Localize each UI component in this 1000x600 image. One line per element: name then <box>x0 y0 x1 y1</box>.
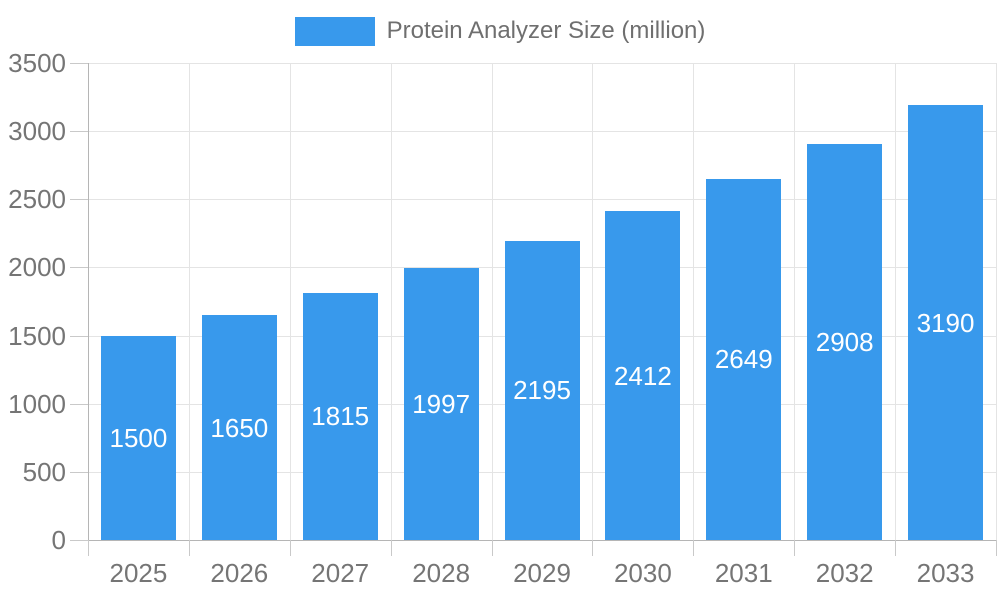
gridline-horizontal <box>88 199 996 201</box>
bar[interactable]: 1997 <box>403 267 479 540</box>
bar[interactable]: 2649 <box>706 178 782 540</box>
gridline-vertical <box>592 63 594 540</box>
x-axis-tick-mark <box>794 540 796 556</box>
bar-value-label: 2195 <box>513 375 571 406</box>
bar-value-label: 1815 <box>311 401 370 432</box>
x-axis-tick-mark <box>996 540 997 556</box>
gridline-vertical <box>491 63 493 540</box>
gridline-vertical <box>996 63 997 540</box>
y-axis-tick-mark <box>70 267 88 269</box>
x-axis-tick-label: 2025 <box>109 558 168 588</box>
bar-value-label: 2649 <box>714 344 773 375</box>
x-axis-tick-label: 2031 <box>714 558 773 588</box>
y-axis-tick-mark <box>70 403 88 405</box>
bar[interactable]: 2195 <box>504 240 580 540</box>
x-axis-line <box>88 540 996 541</box>
y-axis-tick-mark <box>70 335 88 337</box>
y-axis-tick-label: 1500 <box>8 320 66 351</box>
x-axis-tick-label: 2033 <box>916 558 975 588</box>
y-axis-tick-label: 1000 <box>8 388 66 419</box>
x-axis-tick-mark <box>188 540 190 556</box>
y-axis-tick-label: 2000 <box>8 252 66 283</box>
x-axis-tick-mark <box>592 540 594 556</box>
bar[interactable]: 1500 <box>100 335 176 540</box>
x-axis-tick-label: 2028 <box>412 558 471 588</box>
bar[interactable]: 3190 <box>908 105 984 540</box>
bar[interactable]: 2908 <box>807 143 883 540</box>
x-axis-tick-label: 2029 <box>513 558 571 588</box>
y-axis-tick-mark <box>70 199 88 201</box>
legend-swatch <box>294 16 375 46</box>
x-axis-tick-label: 2026 <box>210 558 269 588</box>
y-axis-tick-mark <box>70 63 88 64</box>
bar-value-label: 1500 <box>109 422 168 453</box>
bar[interactable]: 2412 <box>605 211 681 540</box>
x-axis-tick-mark <box>88 540 89 556</box>
gridline-horizontal <box>88 131 996 133</box>
bar-value-label: 1650 <box>210 412 269 443</box>
gridline-horizontal <box>88 63 996 64</box>
x-axis-tick-mark <box>390 540 392 556</box>
bar[interactable]: 1650 <box>201 315 277 540</box>
x-axis-tick-mark <box>289 540 291 556</box>
gridline-vertical <box>895 63 897 540</box>
legend-label: Protein Analyzer Size (million) <box>386 17 706 44</box>
y-axis-tick-label: 2500 <box>8 184 66 215</box>
bar-value-label: 2412 <box>613 360 672 391</box>
gridline-vertical <box>188 63 190 540</box>
y-axis-tick-mark <box>70 131 88 133</box>
legend-item[interactable]: Protein Analyzer Size (million) <box>0 14 1000 48</box>
bar-value-label: 2908 <box>815 326 874 357</box>
y-axis-line <box>88 63 89 540</box>
x-axis-tick-label: 2030 <box>613 558 672 588</box>
gridline-vertical <box>390 63 392 540</box>
x-axis-tick-mark <box>693 540 695 556</box>
gridline-vertical <box>794 63 796 540</box>
bar[interactable]: 1815 <box>302 292 378 540</box>
bar-value-label: 1997 <box>412 388 471 419</box>
x-axis-tick-label: 2032 <box>815 558 874 588</box>
y-axis-tick-label: 500 <box>22 456 66 487</box>
y-axis-tick-mark <box>70 471 88 473</box>
gridline-vertical <box>693 63 695 540</box>
y-axis-tick-label: 0 <box>51 525 66 555</box>
x-axis-tick-mark <box>895 540 897 556</box>
y-axis-tick-label: 3500 <box>8 48 66 78</box>
x-axis-tick-label: 2027 <box>311 558 370 588</box>
x-axis-tick-mark <box>491 540 493 556</box>
y-axis-tick-label: 3000 <box>8 116 66 147</box>
y-axis-tick-mark <box>70 540 88 541</box>
bar-value-label: 3190 <box>916 307 975 338</box>
gridline-vertical <box>289 63 291 540</box>
